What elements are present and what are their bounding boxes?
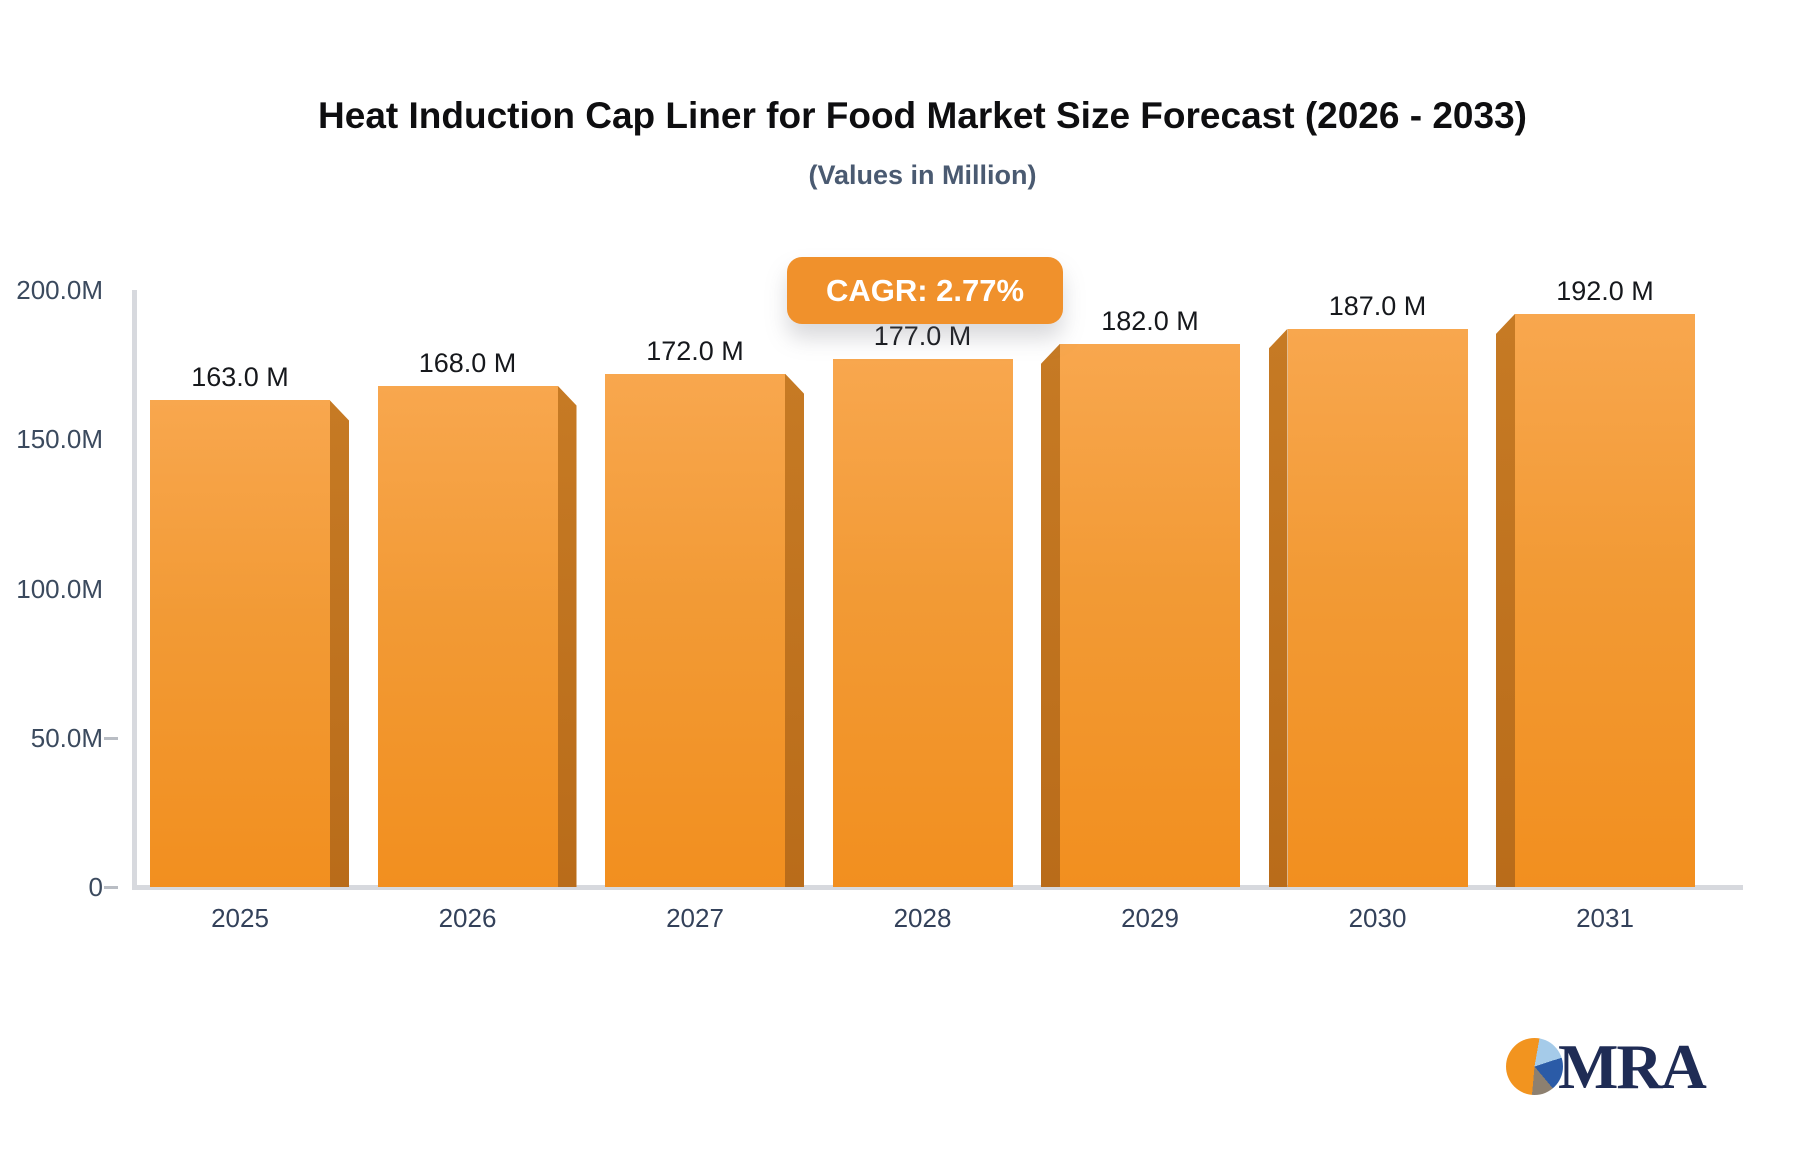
y-axis-line: [132, 290, 137, 890]
x-axis-label-2025: 2025: [211, 903, 269, 933]
bar-2030: [1287, 328, 1468, 887]
y-axis-tick-label: 100.0M: [16, 573, 103, 604]
bar-value-label: 177.0 M: [873, 320, 972, 351]
y-axis-tick-label: 150.0M: [16, 424, 103, 455]
x-axis-label-2031: 2031: [1576, 903, 1634, 933]
bar-3d-side: [1496, 313, 1515, 887]
bar-value-label: 192.0 M: [1556, 275, 1654, 306]
x-axis-label-2029: 2029: [1121, 903, 1179, 933]
x-axis-label-2027: 2027: [666, 903, 724, 933]
bar-2026: [377, 385, 558, 887]
bar-value-label: 172.0 M: [646, 335, 744, 366]
bar-3d-side: [557, 385, 577, 887]
bar-3d-side: [1041, 343, 1060, 887]
pie-chart-logo-icon: [1506, 1037, 1563, 1095]
chart-subtitle: (Values in Million): [808, 160, 1037, 190]
y-axis-tick-mark: [104, 736, 118, 740]
cagr-badge: CAGR: 2.77%: [787, 257, 1063, 324]
chart-title: Heat Induction Cap Liner for Food Market…: [318, 95, 1527, 136]
x-axis-label-2028: 2028: [893, 903, 952, 933]
bar-value-label: 163.0 M: [191, 362, 289, 393]
y-axis-tick-label: 50.0M: [30, 722, 103, 753]
x-axis-label-2030: 2030: [1348, 903, 1407, 933]
y-axis-tick-label: 200.0M: [16, 275, 103, 305]
brand-logo-text: MRA: [1558, 1030, 1707, 1102]
bar-2028: [832, 358, 1013, 887]
bar-3d-side: [785, 373, 804, 887]
bar-2027: [605, 373, 785, 887]
y-axis-tick-label: 0: [88, 872, 103, 902]
bar-value-label: 187.0 M: [1328, 290, 1427, 321]
y-axis-tick-mark: [104, 886, 118, 889]
brand-logo: MRA: [1506, 1030, 1707, 1102]
bar-value-label: 168.0 M: [418, 347, 517, 378]
bar-3d-side: [1268, 328, 1288, 887]
x-axis-line: [132, 885, 1743, 890]
bar-2029: [1060, 343, 1240, 887]
x-axis-label-2026: 2026: [438, 903, 497, 933]
bar-3d-side: [330, 400, 349, 887]
bar-2031: [1515, 313, 1695, 887]
bar-value-label: 182.0 M: [1101, 305, 1199, 336]
bar-2025: [150, 400, 330, 887]
